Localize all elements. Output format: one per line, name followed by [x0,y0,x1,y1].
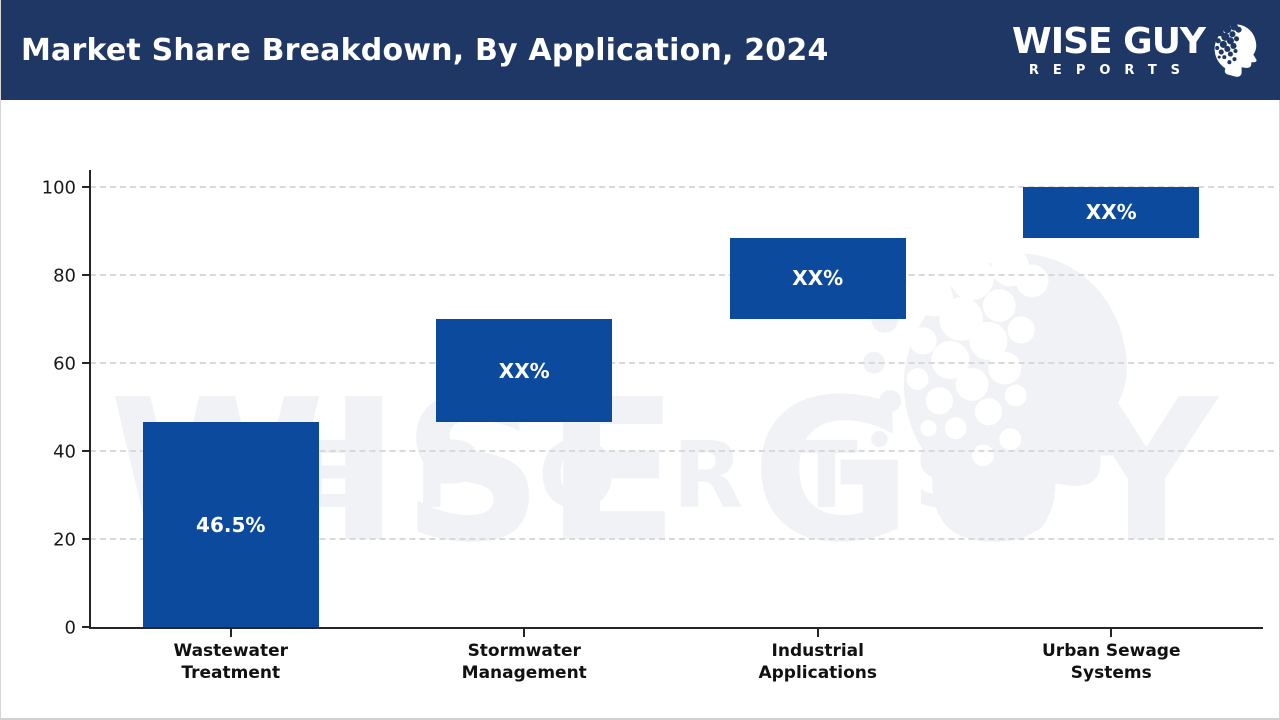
brand-reports-label: REPORTS [1028,62,1195,78]
x-tick-wastewater-treatment [229,629,232,637]
x-label-line: Systems [1070,663,1152,683]
bar-value-label-wastewater-treatment: 46.5% [196,512,266,537]
x-label-line: Applications [758,663,878,683]
brand-name: WISE GUY [1011,20,1206,62]
y-tick-40 [82,450,89,452]
x-tick-industrial-applications [816,629,819,637]
gridline-100 [90,186,1274,188]
bar-industrial-applications [729,237,906,319]
y-tick-60 [82,362,89,364]
x-label-line: Treatment [181,663,281,683]
bar-urban-sewage-systems [1023,187,1200,238]
x-label-urban-sewage-systems: Urban Sewage Systems [981,640,1241,684]
x-label-line: Urban Sewage [1042,641,1181,661]
bar-stormwater-management [436,319,613,423]
x-tick-urban-sewage-systems [1110,629,1113,637]
brand-head-icon [1207,10,1263,90]
x-label-line: Management [461,663,587,683]
y-tick-label-80: 80 [53,265,76,287]
y-tick-80 [82,274,89,276]
gridline-60 [90,362,1274,364]
x-label-wastewater-treatment: Wastewater Treatment [101,640,361,684]
y-tick-20 [82,538,89,540]
x-label-line: Stormwater [467,641,581,661]
brand-logo: WISE GUY REPORTS [1012,10,1263,90]
x-tick-stormwater-management [523,629,526,637]
page-title: Market Share Breakdown, By Application, … [21,32,829,68]
x-label-industrial-applications: Industrial Applications [688,640,948,684]
y-tick-label-100: 100 [41,177,76,199]
y-axis [89,170,91,629]
gridline-80 [90,274,1274,276]
app-header: Market Share Breakdown, By Application, … [1,0,1280,100]
y-tick-label-0: 0 [64,617,76,639]
y-tick-0 [82,626,89,628]
y-tick-100 [82,186,89,188]
y-tick-label-60: 60 [53,353,76,375]
y-tick-label-40: 40 [53,441,76,463]
gridline-40 [90,450,1274,452]
x-label-line: Wastewater [173,641,289,661]
y-tick-label-20: 20 [53,529,76,551]
bar-wastewater-treatment [142,422,319,627]
gridline-20 [90,538,1274,540]
bar-value-label-urban-sewage-systems: XX% [1085,200,1137,225]
bar-value-label-stormwater-management: XX% [498,358,550,383]
bar-value-label-industrial-applications: XX% [792,266,844,291]
x-label-stormwater-management: Stormwater Management [394,640,654,684]
x-label-line: Industrial [771,641,864,661]
watermark-head-icon [863,220,1163,560]
brand-text: WISE GUY REPORTS [1011,20,1206,78]
x-axis [89,627,1263,629]
